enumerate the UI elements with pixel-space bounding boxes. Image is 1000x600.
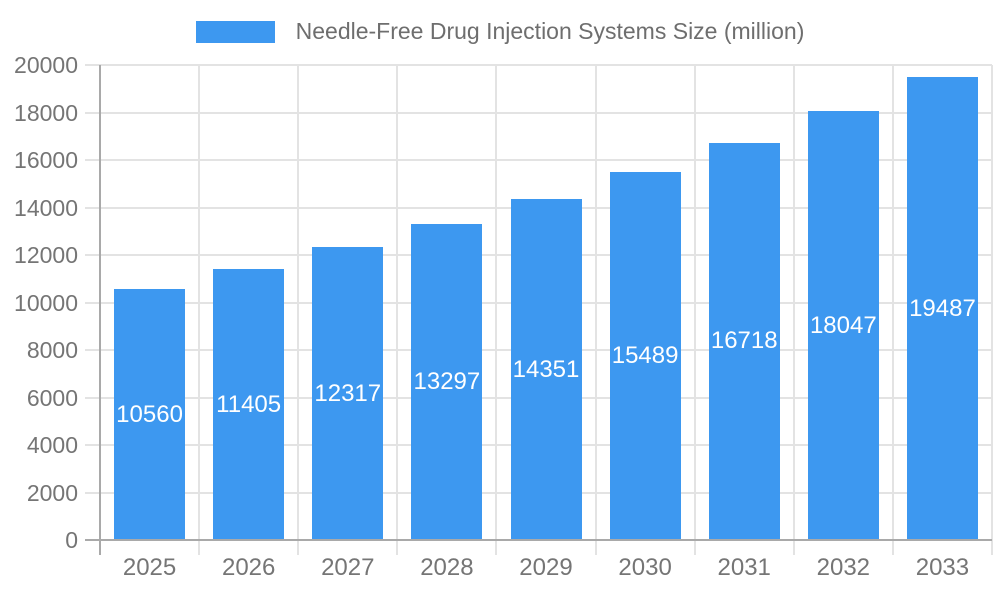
x-tick bbox=[991, 540, 993, 555]
x-tick-label: 2031 bbox=[717, 554, 771, 581]
x-tick-label: 2033 bbox=[915, 554, 970, 581]
x-tick-label: 2030 bbox=[618, 554, 672, 581]
bar-value-label: 15489 bbox=[611, 342, 679, 370]
bar-value-label: 19487 bbox=[909, 294, 976, 322]
y-tick-label: 0 bbox=[65, 527, 78, 553]
y-tick-label: 14000 bbox=[14, 194, 78, 221]
h-gridline bbox=[100, 64, 992, 66]
bar-value-label: 10560 bbox=[116, 400, 183, 428]
v-gridline bbox=[891, 65, 894, 540]
x-tick bbox=[594, 540, 597, 555]
y-tick bbox=[85, 206, 100, 209]
bar bbox=[609, 172, 681, 540]
x-tick bbox=[792, 540, 795, 555]
y-axis-line bbox=[99, 65, 101, 555]
y-tick-label: 8000 bbox=[26, 337, 78, 363]
bar-value-label: 12317 bbox=[314, 379, 382, 407]
y-tick bbox=[85, 111, 100, 114]
x-tick-label: 2028 bbox=[420, 554, 474, 581]
bar bbox=[312, 247, 384, 540]
y-tick-label: 2000 bbox=[26, 479, 78, 506]
bar-value-label: 13297 bbox=[413, 368, 481, 396]
v-gridline bbox=[693, 65, 696, 540]
bar bbox=[807, 111, 879, 540]
x-tick bbox=[297, 540, 300, 555]
y-tick bbox=[85, 159, 100, 161]
x-tick-label: 2026 bbox=[221, 554, 276, 581]
y-tick bbox=[85, 396, 100, 399]
y-tick bbox=[85, 254, 100, 256]
y-tick bbox=[85, 491, 100, 494]
y-tick-label: 12000 bbox=[14, 242, 78, 268]
v-gridline bbox=[198, 65, 201, 540]
y-tick-label: 6000 bbox=[26, 384, 78, 411]
bar bbox=[906, 77, 978, 540]
x-tick bbox=[495, 540, 498, 555]
h-gridline bbox=[100, 111, 992, 114]
x-tick-label: 2032 bbox=[816, 554, 871, 581]
v-gridline bbox=[297, 65, 300, 540]
x-tick bbox=[396, 540, 399, 555]
bar-value-label: 11405 bbox=[216, 390, 282, 418]
y-tick-label: 10000 bbox=[14, 289, 78, 316]
y-tick-label: 4000 bbox=[26, 432, 78, 458]
x-tick bbox=[693, 540, 696, 555]
y-tick bbox=[85, 444, 100, 446]
x-axis-line bbox=[85, 539, 992, 541]
x-tick bbox=[198, 540, 201, 555]
bar bbox=[411, 224, 483, 540]
legend-swatch-icon bbox=[195, 20, 275, 43]
y-tick-label: 20000 bbox=[14, 52, 78, 78]
x-tick-label: 2029 bbox=[519, 554, 573, 581]
v-gridline bbox=[991, 65, 993, 540]
x-tick bbox=[891, 540, 894, 555]
bar-value-label: 16718 bbox=[710, 327, 778, 355]
v-gridline bbox=[792, 65, 795, 540]
h-gridline bbox=[100, 159, 992, 161]
x-tick-label: 2027 bbox=[321, 554, 375, 581]
bar bbox=[510, 199, 582, 540]
bar bbox=[213, 269, 285, 540]
v-gridline bbox=[396, 65, 399, 540]
legend[interactable]: Needle-Free Drug Injection Systems Size … bbox=[0, 18, 1000, 45]
x-tick-label: 2025 bbox=[122, 554, 177, 581]
bar-value-label: 14351 bbox=[512, 355, 580, 383]
y-tick bbox=[85, 64, 100, 66]
v-gridline bbox=[495, 65, 498, 540]
y-tick-label: 18000 bbox=[14, 99, 78, 126]
y-tick bbox=[85, 301, 100, 304]
legend-label: Needle-Free Drug Injection Systems Size … bbox=[295, 18, 805, 44]
y-tick-label: 16000 bbox=[14, 147, 78, 173]
bar bbox=[708, 142, 780, 540]
y-tick bbox=[85, 349, 100, 351]
bar bbox=[114, 289, 186, 540]
v-gridline bbox=[594, 65, 597, 540]
bar-value-label: 18047 bbox=[809, 311, 877, 339]
